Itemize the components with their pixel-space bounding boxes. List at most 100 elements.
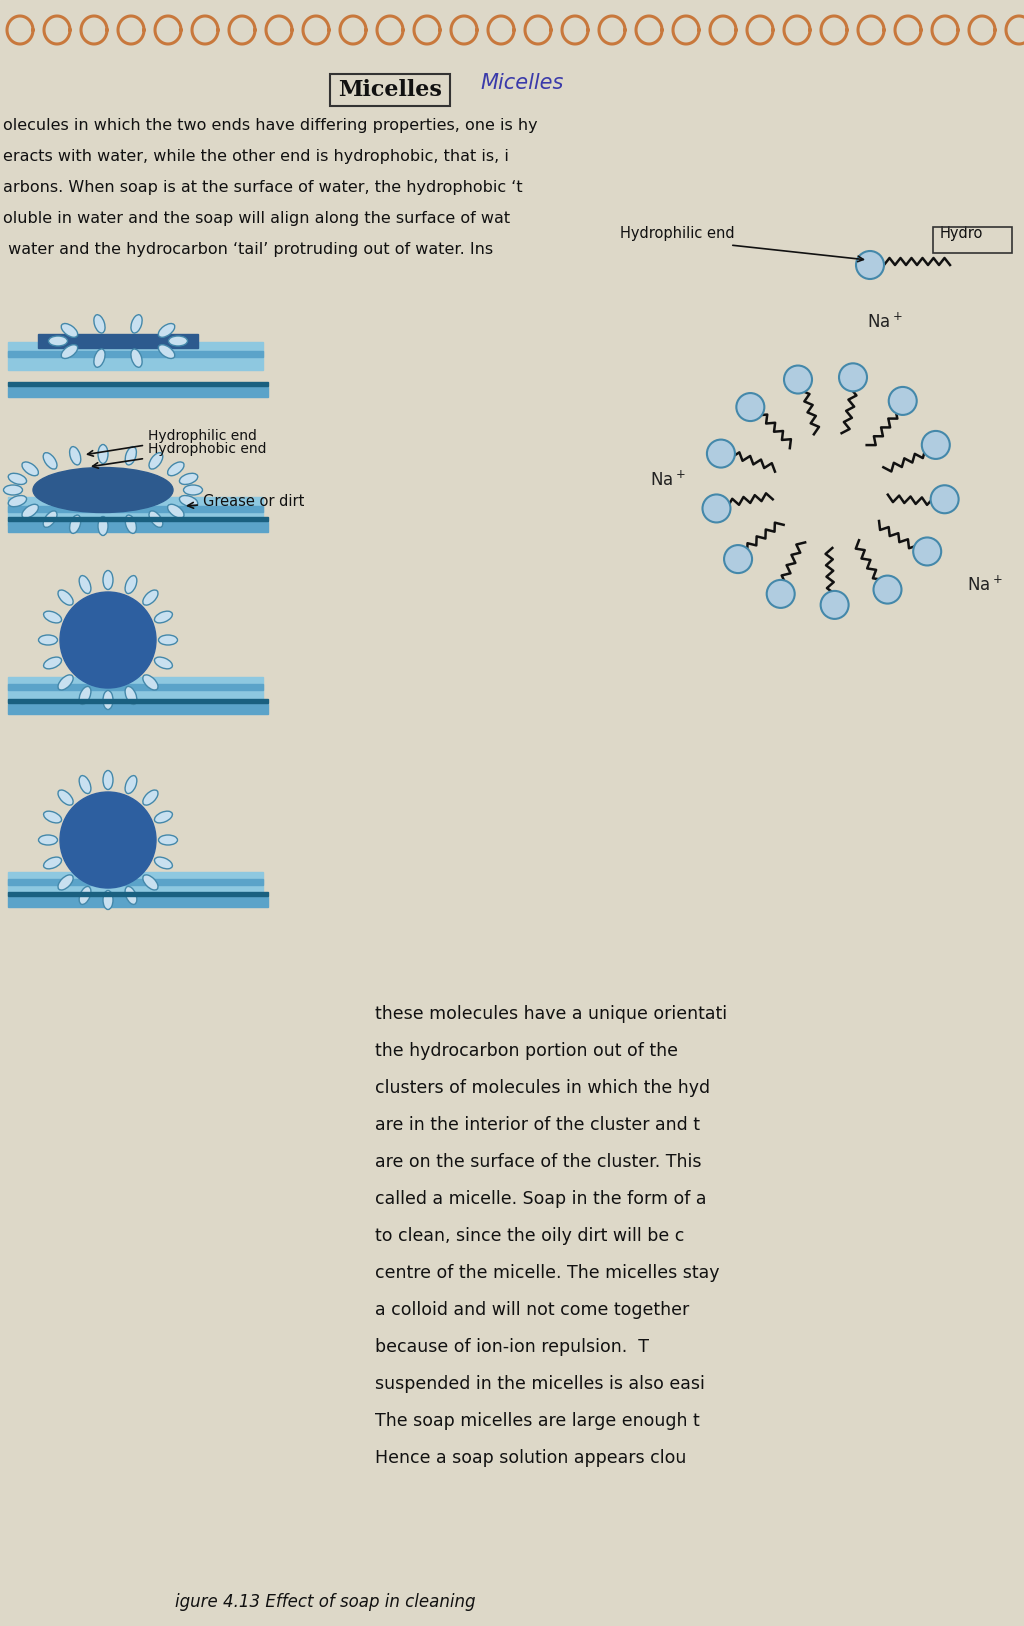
Text: Hydro: Hydro [940, 226, 983, 241]
Circle shape [702, 494, 730, 522]
Ellipse shape [61, 345, 78, 358]
Ellipse shape [3, 485, 23, 494]
Ellipse shape [183, 485, 203, 494]
Bar [8, 341, 263, 371]
Bar [8, 522, 268, 532]
Ellipse shape [131, 315, 142, 333]
Bar [8, 387, 268, 397]
Text: igure 4.13 Effect of soap in cleaning: igure 4.13 Effect of soap in cleaning [175, 1593, 475, 1611]
Ellipse shape [79, 776, 91, 793]
Ellipse shape [159, 345, 175, 358]
Ellipse shape [125, 447, 136, 465]
Ellipse shape [8, 473, 27, 485]
Ellipse shape [131, 350, 142, 367]
Ellipse shape [79, 886, 91, 904]
Ellipse shape [142, 790, 158, 805]
Ellipse shape [125, 886, 137, 904]
Circle shape [931, 485, 958, 514]
Ellipse shape [179, 496, 198, 507]
Text: water and the hydrocarbon ‘tail’ protruding out of water. Ins: water and the hydrocarbon ‘tail’ protrud… [3, 242, 494, 257]
Text: olecules in which the two ends have differing properties, one is hy: olecules in which the two ends have diff… [3, 119, 538, 133]
Ellipse shape [33, 468, 173, 512]
Bar [8, 704, 268, 714]
Ellipse shape [61, 324, 78, 337]
Text: Hydrophobic end: Hydrophobic end [92, 442, 266, 468]
Ellipse shape [39, 836, 57, 846]
Text: Na$^+$: Na$^+$ [650, 470, 686, 489]
Ellipse shape [44, 811, 61, 823]
Ellipse shape [39, 636, 57, 646]
Circle shape [922, 431, 950, 459]
Text: because of ion-ion repulsion.  T: because of ion-ion repulsion. T [375, 1338, 649, 1356]
Ellipse shape [98, 517, 108, 535]
Bar [8, 676, 263, 702]
Ellipse shape [58, 675, 73, 689]
Ellipse shape [94, 315, 105, 333]
Ellipse shape [58, 790, 73, 805]
Bar [8, 898, 268, 907]
Text: Hydrophilic end: Hydrophilic end [620, 226, 734, 241]
Ellipse shape [22, 504, 39, 519]
Ellipse shape [155, 611, 172, 623]
Circle shape [736, 393, 764, 421]
Ellipse shape [168, 504, 184, 519]
Text: clusters of molecules in which the hyd: clusters of molecules in which the hyd [375, 1080, 710, 1098]
Text: the hydrocarbon portion out of the: the hydrocarbon portion out of the [375, 1042, 678, 1060]
Ellipse shape [168, 462, 184, 476]
Ellipse shape [125, 686, 137, 704]
Text: are on the surface of the cluster. This: are on the surface of the cluster. This [375, 1153, 701, 1171]
Ellipse shape [125, 576, 137, 593]
Circle shape [839, 363, 867, 392]
Ellipse shape [70, 515, 81, 533]
Bar [8, 498, 263, 525]
Bar [38, 333, 198, 348]
Ellipse shape [22, 462, 39, 476]
Ellipse shape [70, 447, 81, 465]
Ellipse shape [155, 811, 172, 823]
Circle shape [889, 387, 916, 415]
Ellipse shape [44, 857, 61, 868]
Ellipse shape [44, 611, 61, 623]
Ellipse shape [94, 350, 105, 367]
Text: The soap micelles are large enough t: The soap micelles are large enough t [375, 1411, 699, 1429]
Bar [8, 685, 263, 689]
Circle shape [784, 366, 812, 393]
Ellipse shape [103, 571, 113, 590]
Bar [8, 351, 263, 358]
Circle shape [724, 545, 752, 572]
Bar [8, 893, 268, 896]
Text: Hydrophilic end: Hydrophilic end [88, 429, 257, 457]
Ellipse shape [159, 636, 177, 646]
Ellipse shape [142, 875, 158, 889]
Bar [8, 699, 268, 702]
Circle shape [856, 250, 884, 280]
Ellipse shape [179, 473, 198, 485]
Circle shape [767, 580, 795, 608]
Ellipse shape [98, 444, 108, 463]
Ellipse shape [103, 691, 113, 709]
Circle shape [820, 590, 849, 620]
Ellipse shape [103, 771, 113, 790]
Ellipse shape [43, 452, 57, 470]
Ellipse shape [155, 657, 172, 668]
Text: arbons. When soap is at the surface of water, the hydrophobic ‘t: arbons. When soap is at the surface of w… [3, 180, 522, 195]
Text: Micelles: Micelles [480, 73, 563, 93]
Ellipse shape [8, 496, 27, 507]
Ellipse shape [79, 576, 91, 593]
Text: called a micelle. Soap in the form of a: called a micelle. Soap in the form of a [375, 1190, 707, 1208]
Circle shape [707, 439, 735, 468]
Ellipse shape [43, 511, 57, 527]
Ellipse shape [150, 511, 163, 527]
Circle shape [60, 592, 156, 688]
Ellipse shape [125, 776, 137, 793]
Text: eracts with water, while the other end is hydrophobic, that is, i: eracts with water, while the other end i… [3, 150, 509, 164]
Circle shape [60, 792, 156, 888]
Bar [8, 872, 263, 898]
Text: Micelles: Micelles [338, 80, 442, 101]
Text: oluble in water and the soap will align along the surface of wat: oluble in water and the soap will align … [3, 211, 510, 226]
Text: to clean, since the oily dirt will be c: to clean, since the oily dirt will be c [375, 1228, 684, 1246]
Ellipse shape [79, 686, 91, 704]
Bar [8, 506, 263, 512]
Text: centre of the micelle. The micelles stay: centre of the micelle. The micelles stay [375, 1263, 720, 1281]
Text: Grease or dirt: Grease or dirt [187, 494, 304, 509]
